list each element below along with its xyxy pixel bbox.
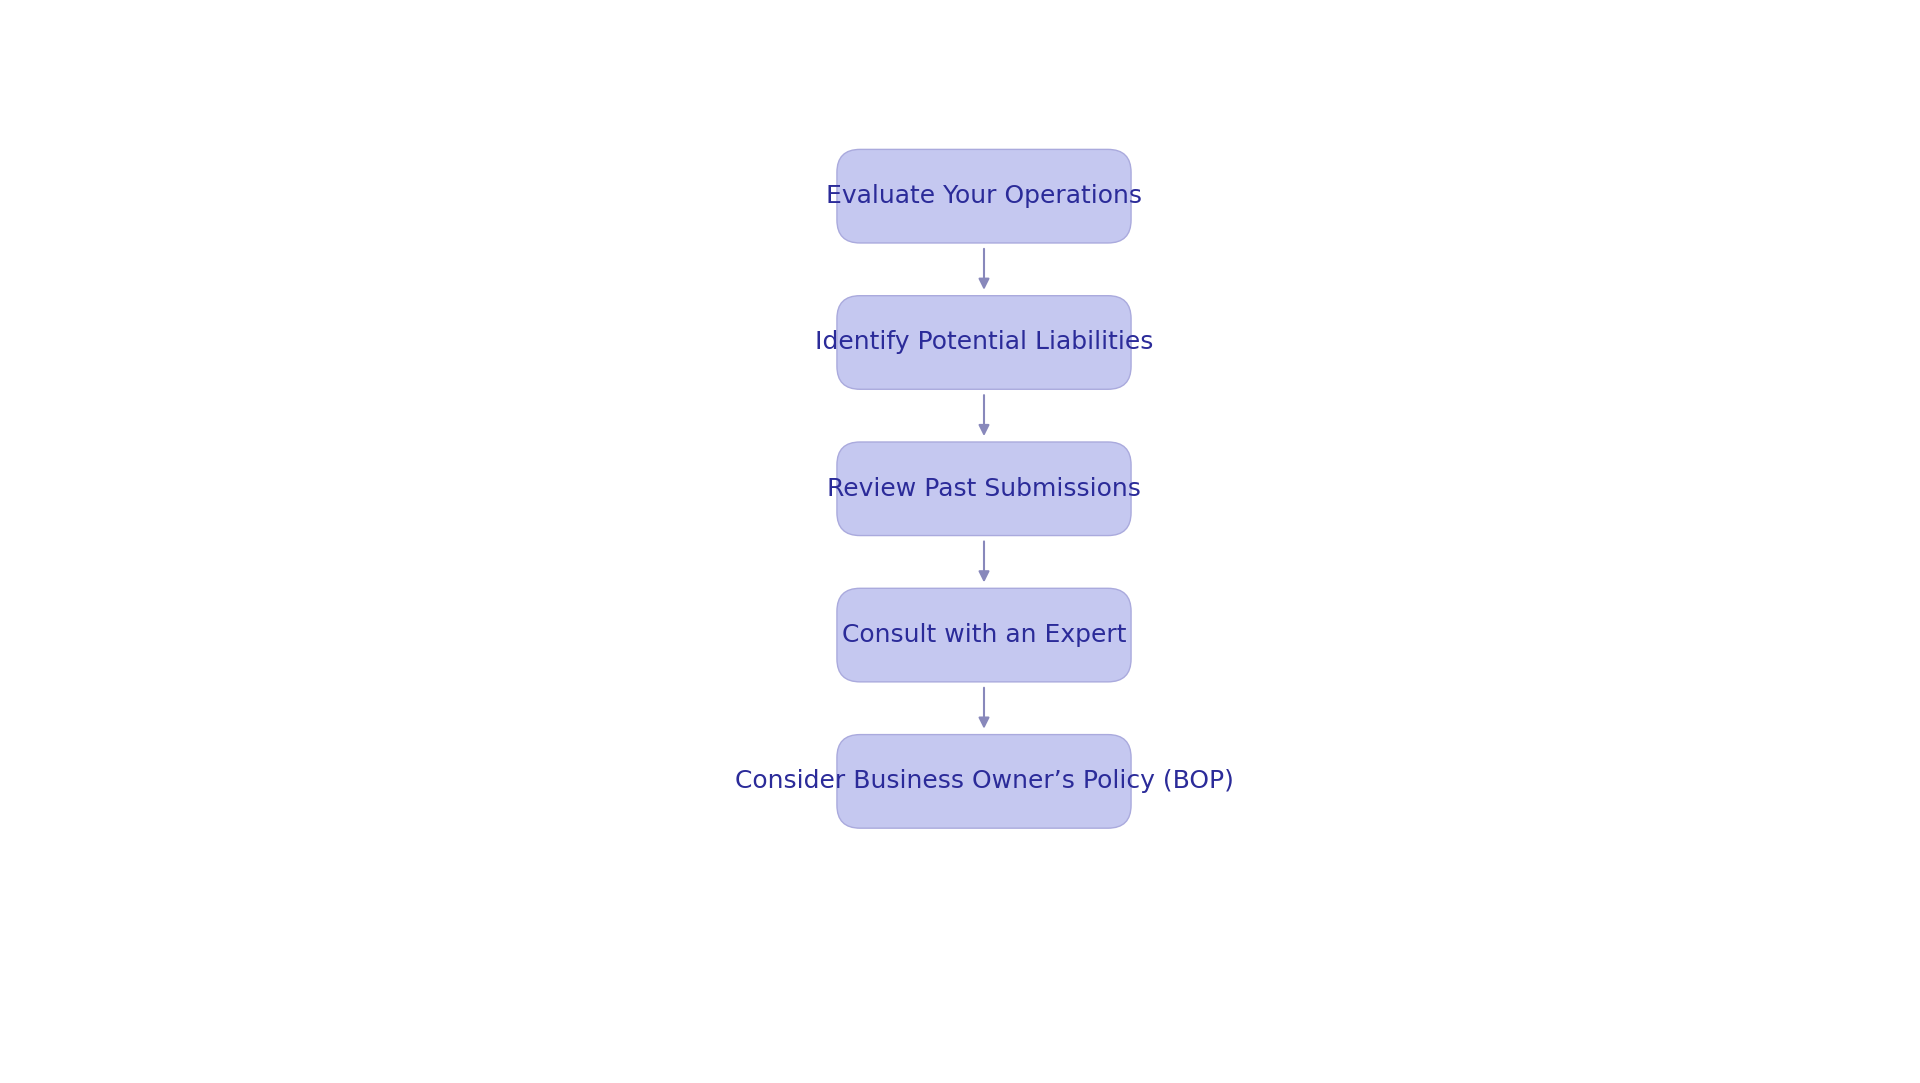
Text: Identify Potential Liabilities: Identify Potential Liabilities <box>814 330 1154 354</box>
Text: Consult with an Expert: Consult with an Expert <box>841 623 1127 647</box>
FancyBboxPatch shape <box>837 734 1131 828</box>
FancyBboxPatch shape <box>837 588 1131 682</box>
FancyBboxPatch shape <box>837 296 1131 389</box>
FancyBboxPatch shape <box>837 149 1131 243</box>
Text: Consider Business Owner’s Policy (BOP): Consider Business Owner’s Policy (BOP) <box>735 769 1233 794</box>
Text: Review Past Submissions: Review Past Submissions <box>828 477 1140 500</box>
Text: Evaluate Your Operations: Evaluate Your Operations <box>826 184 1142 208</box>
FancyBboxPatch shape <box>837 442 1131 536</box>
